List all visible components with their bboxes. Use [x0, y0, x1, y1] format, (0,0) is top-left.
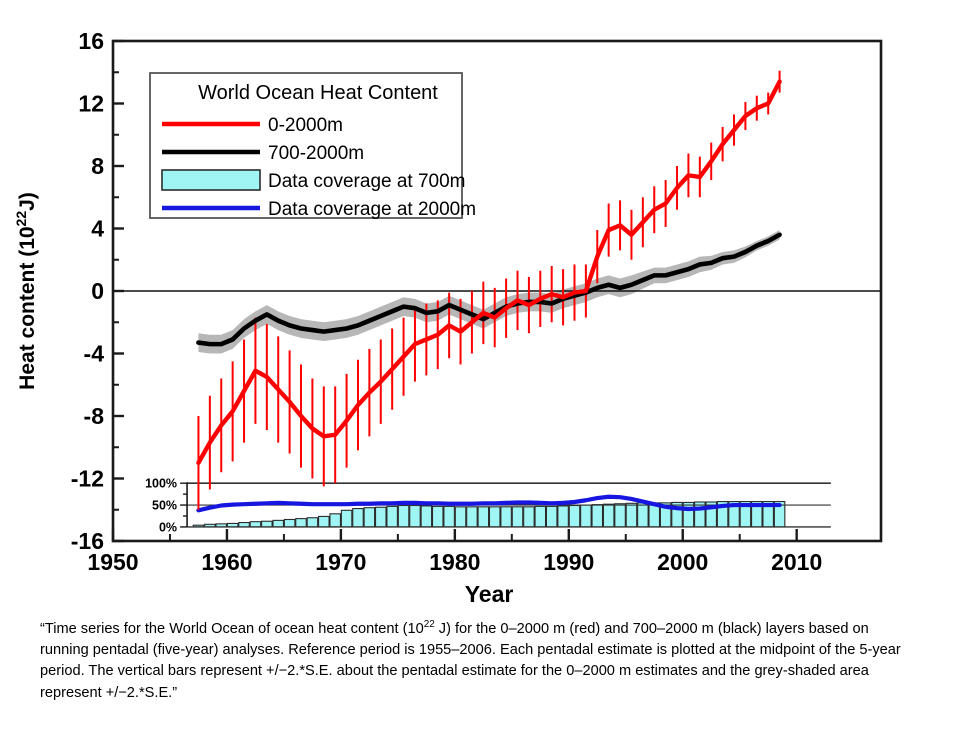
- y-axis-tick-label: -8: [84, 403, 105, 429]
- coverage-bar: [329, 513, 341, 528]
- coverage-bar: [420, 505, 433, 528]
- coverage-bars-700m: [192, 501, 786, 528]
- y-axis-tick-label: -16: [71, 528, 104, 554]
- coverage-bar: [511, 506, 524, 528]
- x-axis-tick-label: 1990: [543, 549, 594, 575]
- legend-entry-label: Data coverage at 2000m: [268, 199, 476, 220]
- legend-swatch-box: [161, 169, 261, 191]
- x-axis-tick-label: 1960: [201, 549, 252, 575]
- inset-tick-label: 100%: [145, 477, 177, 491]
- legend-entry-label: Data coverage at 700m: [268, 171, 466, 192]
- figure-caption: “Time series for the World Ocean of ocea…: [40, 618, 920, 704]
- coverage-bar: [682, 501, 695, 528]
- legend-box: [149, 72, 463, 219]
- coverage-bar: [261, 520, 273, 528]
- coverage-bar: [318, 515, 330, 528]
- coverage-bar: [488, 506, 501, 528]
- coverage-bar: [443, 505, 455, 528]
- coverage-bar: [374, 506, 387, 528]
- coverage-bar: [625, 502, 638, 528]
- x-axis-tick-label: 1950: [87, 549, 138, 575]
- caption-text-part2: J) for the 0–2000 m (red) and 700–2000 m…: [40, 620, 901, 701]
- coverage-bar: [694, 501, 706, 528]
- coverage-bar: [534, 505, 547, 528]
- coverage-bar: [363, 507, 376, 528]
- caption-exponent: 22: [423, 619, 435, 630]
- coverage-bar: [283, 518, 296, 528]
- y-axis-tick-label: 0: [91, 278, 104, 304]
- legend-entry-label: 0-2000m: [268, 115, 343, 136]
- y-axis-tick-label: 12: [78, 91, 104, 117]
- coverage-bar: [591, 504, 604, 528]
- series-layer: 100% 50% 0%: [113, 70, 881, 534]
- inset-tick-label: 50%: [152, 499, 177, 513]
- uncertainty-band-700-2000m: [198, 230, 780, 354]
- series-line-0-2000m: [196, 79, 782, 466]
- coverage-bar: [523, 506, 535, 528]
- inset-tick-label: 0%: [159, 520, 177, 534]
- coverage-bar: [477, 506, 490, 528]
- coverage-bar: [431, 505, 444, 528]
- coverage-bar: [340, 509, 353, 528]
- x-axis-tick-label: 2010: [771, 549, 822, 575]
- coverage-bar: [637, 502, 649, 528]
- coverage-bar: [409, 504, 421, 528]
- legend-entry-label: 700-2000m: [268, 143, 364, 164]
- coverage-bar: [306, 517, 319, 528]
- coverage-bar: [568, 504, 581, 528]
- coverage-bar: [557, 505, 569, 528]
- coverage-bar: [386, 505, 398, 528]
- caption-text-part1: “Time series for the World Ocean of ocea…: [40, 620, 424, 637]
- y-axis-tick-label: 16: [78, 28, 104, 54]
- y-axis-tick-label: -4: [84, 341, 105, 367]
- legend: World Ocean Heat Content 0-2000m 700-2000m…: [149, 72, 476, 220]
- coverage-bar: [295, 518, 307, 528]
- coverage-bar: [500, 506, 512, 528]
- y-axis-tick-label: 8: [91, 153, 104, 179]
- x-axis-tick-label: 1980: [429, 549, 480, 575]
- coverage-bar: [602, 503, 615, 528]
- coverage-bar: [580, 504, 592, 528]
- y-axis-title: Heat content (1022J): [13, 192, 39, 390]
- coverage-line-2000m: [196, 494, 782, 513]
- coverage-bar: [249, 521, 262, 528]
- coverage-bar: [352, 508, 364, 528]
- coverage-bar: [454, 506, 467, 528]
- legend-title: World Ocean Heat Content: [198, 82, 438, 104]
- coverage-bar: [545, 505, 558, 528]
- coverage-bar: [272, 519, 285, 528]
- y-axis-tick-label: 4: [91, 216, 104, 242]
- x-axis-tick-label: 1970: [315, 549, 366, 575]
- x-axis-title: Year: [465, 581, 514, 607]
- coverage-bar: [397, 504, 410, 528]
- coverage-bar: [614, 503, 626, 528]
- x-axis-tick-label: 2000: [657, 549, 708, 575]
- coverage-bar: [466, 506, 478, 528]
- y-axis-tick-label: -12: [71, 466, 104, 492]
